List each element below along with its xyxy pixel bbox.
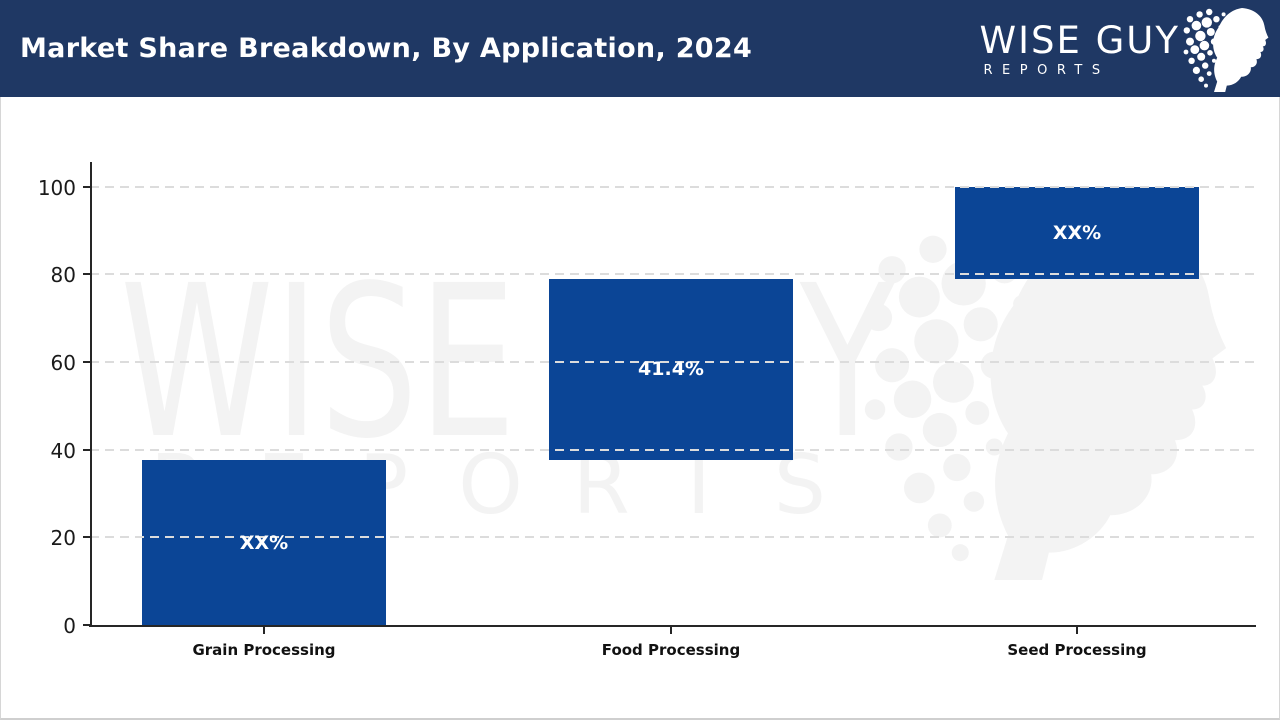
logo-subtitle: REPORTS	[983, 62, 1110, 78]
y-axis-line	[90, 162, 92, 627]
gridline-y-60	[90, 360, 1256, 363]
bar-grain-processing	[142, 460, 386, 625]
x-tick-seed-processing	[1076, 627, 1078, 634]
y-tick-label-40: 40	[50, 438, 76, 463]
bar-seed-processing	[955, 186, 1199, 279]
chart-title: Market Share Breakdown, By Application, …	[20, 33, 753, 64]
x-axis-line	[89, 625, 1256, 627]
bar-label-seed-processing: XX%	[1052, 221, 1102, 244]
wiseguy-logo-text: WISE GUY REPORTS	[979, 19, 1180, 78]
y-tick-label-60: 60	[50, 350, 76, 375]
header-bar: Market Share Breakdown, By Application, …	[0, 0, 1280, 97]
y-tick-60	[83, 360, 90, 363]
bar-food-processing	[549, 278, 793, 461]
x-tick-grain-processing	[263, 627, 265, 634]
y-tick-0	[83, 624, 90, 626]
x-axis-label-seed-processing: Seed Processing	[1007, 641, 1147, 659]
wiseguy-face-icon	[1182, 8, 1274, 92]
x-axis-label-grain-processing: Grain Processing	[192, 641, 336, 659]
y-tick-label-20: 20	[50, 526, 76, 551]
x-axis-label-food-processing: Food Processing	[601, 641, 741, 659]
gridline-y-80	[90, 273, 1256, 276]
gridline-y-20	[90, 536, 1256, 539]
y-tick-80	[83, 273, 90, 276]
bar-label-food-processing: 41.4%	[638, 358, 704, 381]
logo-wordmark: WISE GUY	[979, 19, 1180, 63]
y-tick-100	[83, 185, 90, 188]
bar-label-grain-processing: XX%	[239, 531, 289, 554]
y-tick-40	[83, 448, 90, 451]
y-tick-20	[83, 536, 90, 539]
y-tick-label-0: 0	[63, 614, 76, 638]
gridline-y-40	[90, 448, 1256, 451]
y-tick-label-80: 80	[50, 263, 76, 288]
wiseguy-logo: WISE GUY REPORTS	[980, 6, 1274, 94]
gridline-y-100	[90, 185, 1256, 188]
y-tick-label-100: 100	[37, 175, 76, 200]
x-tick-food-processing	[670, 627, 672, 634]
